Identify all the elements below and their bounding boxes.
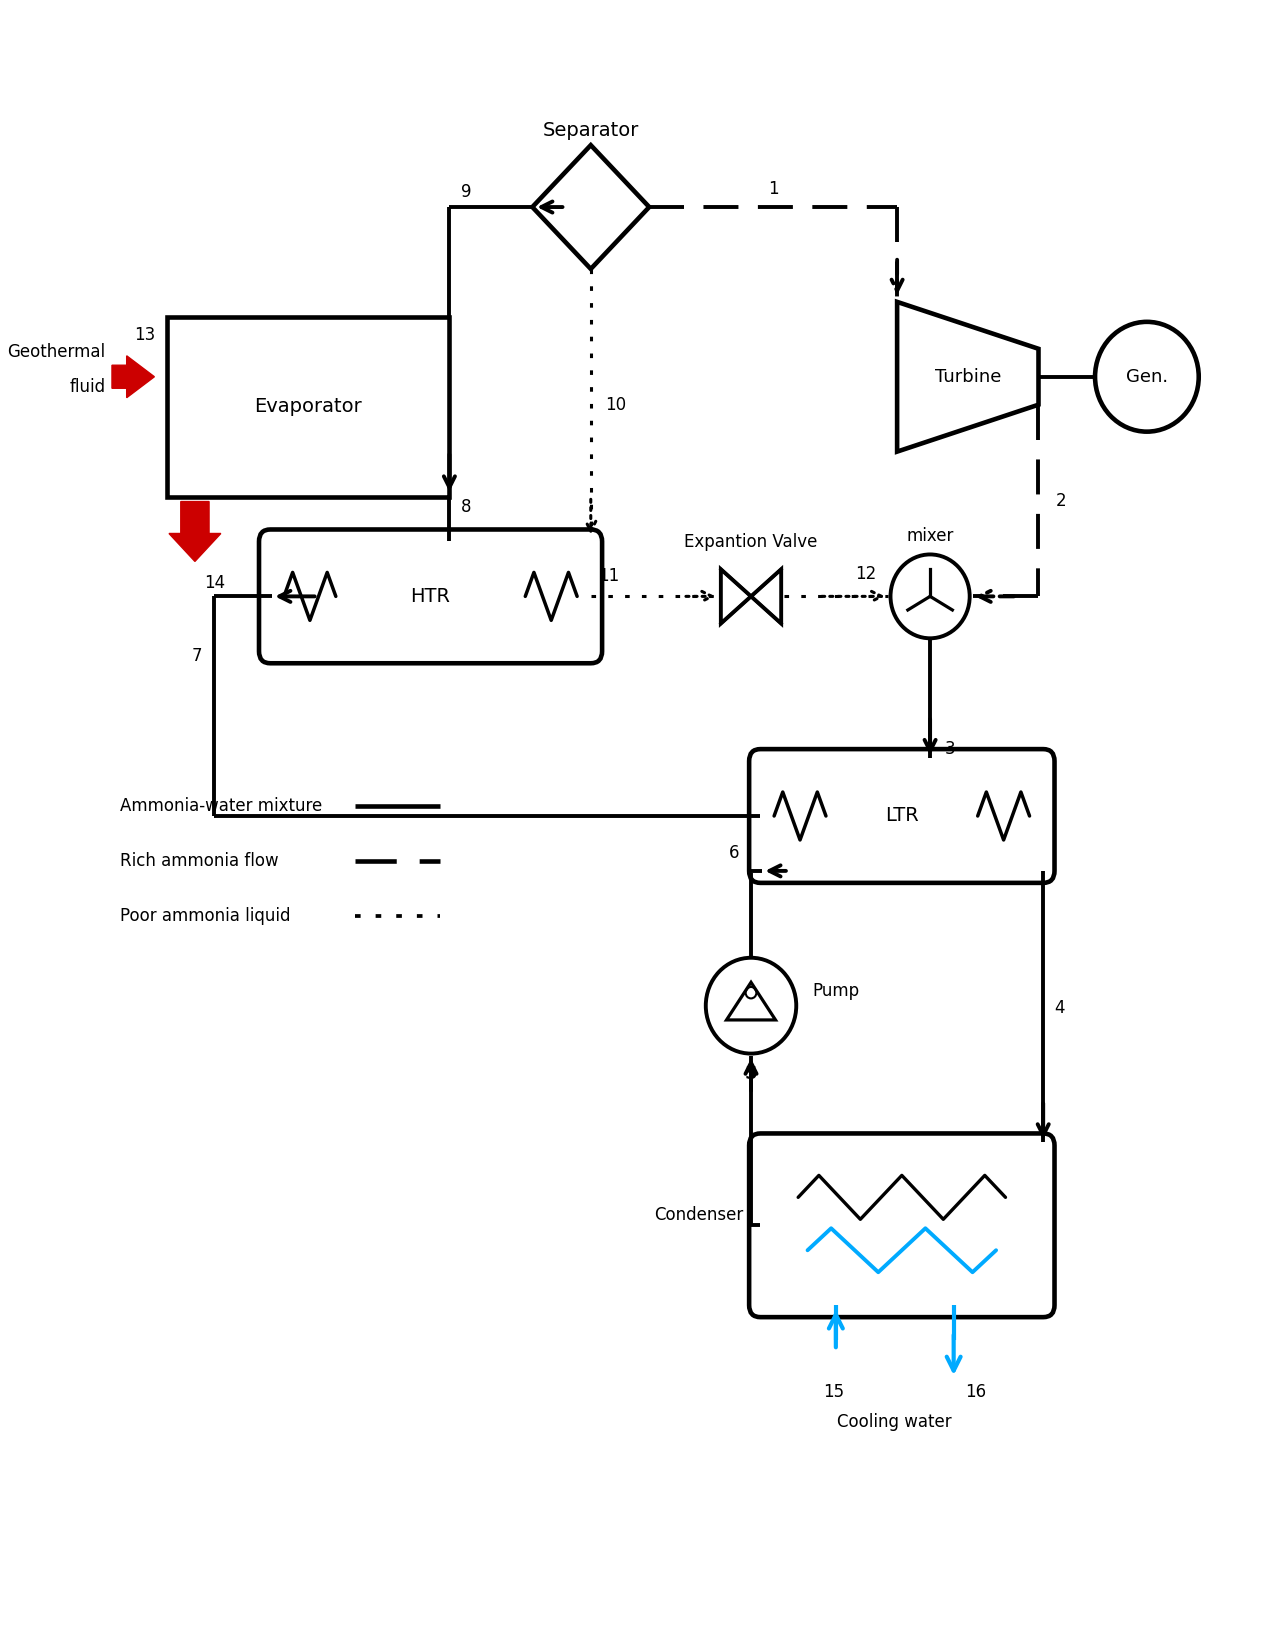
FancyBboxPatch shape [749, 1133, 1054, 1317]
Text: 13: 13 [135, 325, 155, 343]
Text: fluid: fluid [69, 377, 105, 395]
Text: 16: 16 [966, 1384, 986, 1402]
Text: Expantion Valve: Expantion Valve [684, 533, 818, 551]
Text: Rich ammonia flow: Rich ammonia flow [119, 852, 279, 870]
Text: 9: 9 [461, 184, 471, 202]
Text: LTR: LTR [885, 806, 918, 826]
Text: Pump: Pump [813, 982, 859, 1000]
Text: 10: 10 [605, 397, 627, 415]
Text: 3: 3 [944, 740, 955, 758]
Text: 8: 8 [461, 498, 471, 515]
Text: 15: 15 [823, 1384, 845, 1402]
FancyBboxPatch shape [259, 530, 602, 663]
Text: Cooling water: Cooling water [837, 1413, 951, 1431]
FancyArrow shape [169, 501, 221, 561]
Text: HTR: HTR [411, 587, 451, 606]
Text: 11: 11 [598, 567, 620, 585]
Text: Ammonia-water mixture: Ammonia-water mixture [119, 797, 322, 815]
Text: 6: 6 [729, 844, 740, 862]
Text: 14: 14 [204, 574, 226, 592]
Text: mixer: mixer [907, 527, 954, 545]
Text: Turbine: Turbine [935, 367, 1002, 385]
FancyArrow shape [112, 356, 154, 398]
FancyBboxPatch shape [749, 750, 1054, 883]
Text: Geothermal: Geothermal [8, 343, 105, 361]
Text: 7: 7 [193, 647, 203, 665]
Text: 12: 12 [855, 566, 877, 584]
FancyBboxPatch shape [167, 317, 449, 496]
Text: Poor ammonia liquid: Poor ammonia liquid [119, 907, 290, 925]
Text: Gen.: Gen. [1126, 367, 1168, 385]
Text: 5: 5 [745, 1065, 758, 1083]
Text: 1: 1 [768, 180, 778, 198]
Text: Condenser: Condenser [655, 1206, 743, 1224]
Text: Separator: Separator [543, 120, 639, 140]
Text: 2: 2 [1055, 491, 1066, 509]
Text: Evaporator: Evaporator [254, 397, 362, 416]
Text: 4: 4 [1054, 998, 1064, 1018]
